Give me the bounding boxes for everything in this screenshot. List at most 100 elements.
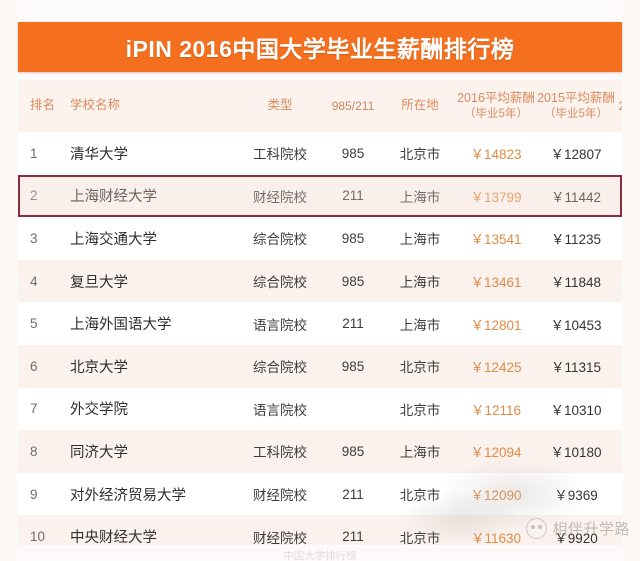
cell-rank: 2 [30, 188, 38, 204]
column-header-salary-2016-sub: （毕业5年） [464, 107, 528, 120]
column-header-tier: 985/211 [331, 98, 375, 113]
page-title: iPIN 2016中国大学毕业生薪酬排行榜 [125, 36, 515, 62]
column-header-salary-2016-main: 2016平均薪酬 [457, 91, 535, 105]
cell-city: 上海市 [399, 232, 441, 248]
cell-school-type: 工科院校 [253, 147, 307, 163]
page-margin-left [0, 0, 18, 561]
column-header-school: 学校名称 [70, 98, 121, 113]
table-row[interactable]: 6 北京大学 综合院校 985 北京市 ￥12425 ￥11315 ￥1111 [18, 344, 622, 388]
cell-school-type: 工科院校 [253, 445, 307, 461]
cell-salary-2016: ￥12425 [470, 360, 522, 376]
cell-salary-2016: ￥13799 [470, 189, 522, 205]
cell-school-name: 复旦大学 [70, 274, 128, 291]
cell-rank: 10 [30, 529, 46, 545]
cell-salary-2016: ￥11630 [470, 530, 522, 545]
cell-salary-2016: ￥12094 [470, 445, 522, 461]
table-row[interactable]: 1 清华大学 工科院校 985 北京市 ￥14823 ￥12807 ￥2016 [18, 132, 622, 175]
ranking-table-container: 排名 学校名称 类型 985/211 所在地 2016平均薪酬 （毕业5年） 2… [18, 80, 622, 545]
cell-salary-2015: ￥10453 [550, 317, 602, 333]
column-header-salary-2015: 2015平均薪酬 （毕业5年） [536, 80, 616, 132]
cell-salary-2015: ￥11315 [550, 360, 602, 376]
table-row[interactable]: 2 上海财经大学 财经院校 211 上海市 ￥13799 ￥11442 ￥2357 [18, 174, 622, 218]
cell-salary-2016: ￥12090 [470, 488, 522, 504]
cell-city: 上海市 [399, 445, 441, 461]
cell-school-name: 上海交通大学 [70, 231, 157, 248]
cell-tier [322, 388, 384, 431]
cell-school-type: 综合院校 [253, 232, 307, 248]
cell-salary-2016: ￥12801 [470, 317, 522, 333]
cell-salary-2015: ￥11848 [550, 275, 602, 291]
cell-salary-2015: ￥10310 [550, 402, 602, 418]
cell-salary-2015: ￥11442 [550, 189, 602, 205]
cell-school-name: 同济大学 [70, 444, 128, 461]
cell-salary-growth: ￥1914 [616, 430, 622, 473]
cell-city: 北京市 [399, 488, 441, 504]
table-row[interactable]: 3 上海交通大学 综合院校 985 上海市 ￥13541 ￥11235 ￥2306 [18, 217, 622, 260]
cell-salary-2016: ￥13461 [470, 275, 522, 291]
cell-tier: 985 [341, 230, 365, 246]
cell-city: 北京市 [399, 147, 441, 163]
cell-salary-2016: ￥12116 [470, 402, 522, 418]
cell-city: 上海市 [399, 275, 441, 291]
table-row[interactable]: 10 中央财经大学 财经院校 211 北京市 ￥11630 ￥9920 ￥1710 [18, 515, 622, 545]
table-row[interactable]: 9 对外经济贸易大学 财经院校 211 北京市 ￥12090 ￥9369 ￥2721 [18, 472, 622, 516]
table-row[interactable]: 8 同济大学 工科院校 985 上海市 ￥12094 ￥10180 ￥1914 [18, 430, 622, 473]
cell-tier: 985 [341, 443, 365, 459]
cell-salary-2015: ￥9920 [554, 530, 598, 545]
cell-school-name: 上海外国语大学 [70, 317, 172, 334]
cell-rank: 4 [30, 273, 38, 289]
cell-school-type: 财经院校 [253, 189, 307, 205]
column-header-growth: 2016薪酬增长 [618, 98, 622, 113]
cell-salary-2016: ￥13541 [470, 232, 522, 248]
cell-school-type: 综合院校 [253, 275, 307, 291]
cell-school-name: 清华大学 [70, 146, 128, 163]
cell-salary-2016: ￥14823 [470, 147, 522, 163]
cell-tier: 985 [341, 145, 365, 161]
bottom-caption: 中国大学排行榜 [283, 550, 357, 561]
cell-salary-growth: ￥1806 [616, 388, 622, 431]
cell-salary-growth: ￥2306 [616, 217, 622, 260]
cell-salary-growth: ￥2721 [616, 473, 622, 516]
table-row[interactable]: 7 外交学院 语言院校 北京市 ￥12116 ￥10310 ￥1806 [18, 387, 622, 431]
cell-rank: 5 [30, 316, 38, 332]
column-header-type: 类型 [267, 98, 293, 113]
cell-school-type: 财经院校 [253, 488, 307, 504]
cell-rank: 1 [30, 145, 38, 161]
cell-city: 北京市 [399, 360, 441, 376]
cell-salary-2015: ￥10180 [550, 445, 602, 461]
cell-salary-2015: ￥11235 [550, 232, 602, 248]
cell-salary-2015: ￥12807 [550, 147, 602, 163]
cell-tier: 211 [342, 316, 364, 332]
table-row[interactable]: 5 上海外国语大学 语言院校 211 上海市 ￥12801 ￥10453 ￥2348 [18, 302, 622, 345]
cell-school-type: 语言院校 [253, 317, 307, 333]
cell-tier: 211 [342, 188, 364, 204]
cell-school-type: 综合院校 [253, 360, 307, 376]
cell-school-type: 财经院校 [253, 530, 307, 545]
table-header: 排名 学校名称 类型 985/211 所在地 2016平均薪酬 （毕业5年） 2… [18, 80, 622, 132]
cell-school-name: 上海财经大学 [70, 189, 157, 206]
cell-salary-growth: ￥2348 [616, 302, 622, 345]
column-header-rank: 排名 [30, 98, 56, 113]
cell-rank: 9 [30, 486, 38, 502]
cell-rank: 7 [30, 401, 38, 417]
cell-salary-growth: ￥2016 [616, 132, 622, 175]
salary-ranking-table: 排名 学校名称 类型 985/211 所在地 2016平均薪酬 （毕业5年） 2… [18, 80, 622, 545]
cell-city: 上海市 [399, 317, 441, 333]
cell-city: 上海市 [399, 189, 441, 205]
cell-tier: 985 [341, 273, 365, 289]
cell-school-name: 外交学院 [70, 402, 128, 419]
cell-city: 北京市 [399, 402, 441, 418]
table-row[interactable]: 4 复旦大学 综合院校 985 上海市 ￥13461 ￥11848 ￥1613 [18, 259, 622, 303]
table-body: 1清华大学工科院校985北京市￥14823￥12807￥20162上海财经大学财… [18, 132, 622, 545]
cell-rank: 8 [30, 443, 38, 459]
ranking-title-bar: iPIN 2016中国大学毕业生薪酬排行榜 [18, 22, 622, 72]
column-header-salary-2015-sub: （毕业5年） [544, 107, 608, 120]
cell-school-name: 中央财经大学 [70, 530, 157, 545]
column-header-salary-2015-main: 2015平均薪酬 [537, 91, 615, 105]
cell-city: 北京市 [399, 530, 441, 545]
table-header-row: 排名 学校名称 类型 985/211 所在地 2016平均薪酬 （毕业5年） 2… [18, 80, 622, 132]
cell-school-name: 对外经济贸易大学 [70, 487, 186, 504]
cell-rank: 6 [30, 358, 38, 374]
cell-school-type: 语言院校 [253, 402, 307, 418]
